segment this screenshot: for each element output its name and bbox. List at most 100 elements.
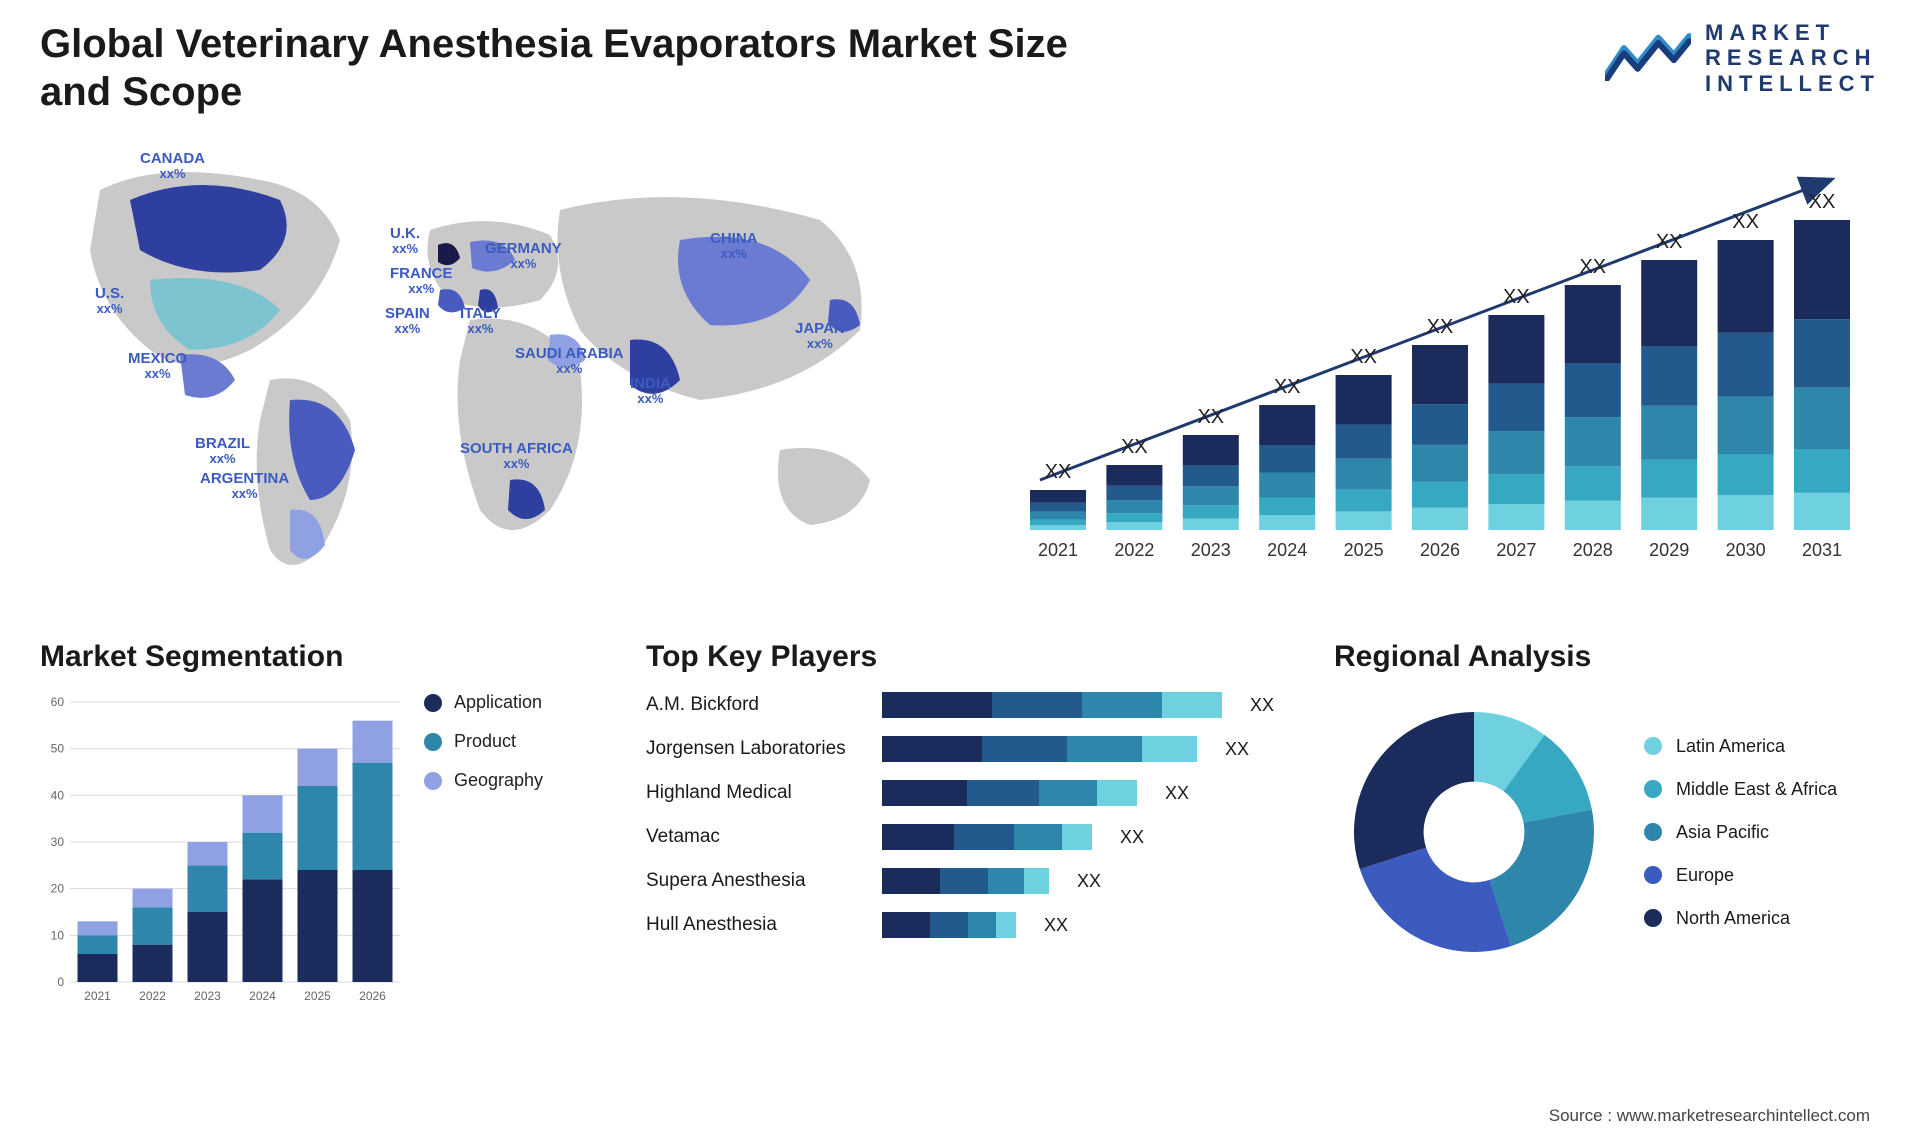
regional-legend-item: North America	[1644, 908, 1837, 929]
player-value: XX	[1077, 871, 1101, 892]
player-name: Supera Anesthesia	[646, 870, 866, 892]
svg-text:2029: 2029	[1649, 540, 1689, 560]
svg-text:2031: 2031	[1802, 540, 1842, 560]
svg-text:2021: 2021	[84, 989, 111, 1003]
player-row: Supera Anesthesia XX	[646, 868, 1274, 894]
player-bar	[882, 736, 1197, 762]
page-title: Global Veterinary Anesthesia Evaporators…	[40, 20, 1140, 116]
svg-text:2026: 2026	[1420, 540, 1460, 560]
regional-legend-item: Latin America	[1644, 736, 1837, 757]
segmentation-title: Market Segmentation	[40, 640, 586, 674]
seg-legend-geography: Geography	[424, 770, 543, 791]
regional-legend-item: Asia Pacific	[1644, 822, 1837, 843]
svg-text:XX: XX	[1197, 406, 1224, 428]
growth-chart-svg: XX2021XX2022XX2023XX2024XX2025XX2026XX20…	[1000, 150, 1870, 590]
player-row: Highland Medical XX	[646, 780, 1274, 806]
svg-text:2024: 2024	[1267, 540, 1307, 560]
seg-legend-product: Product	[424, 731, 543, 752]
player-row: A.M. BickfordXX	[646, 692, 1274, 718]
svg-text:XX: XX	[1427, 316, 1454, 338]
svg-text:XX: XX	[1045, 461, 1072, 483]
svg-text:10: 10	[51, 928, 65, 942]
svg-text:2026: 2026	[359, 989, 386, 1003]
player-value: XX	[1120, 827, 1144, 848]
players-panel: Top Key Players A.M. BickfordXXJorgensen…	[646, 640, 1274, 1012]
svg-text:2022: 2022	[139, 989, 166, 1003]
player-name: Hull Anesthesia	[646, 914, 866, 936]
map-label-spain: SPAINxx%	[385, 305, 430, 337]
svg-text:2027: 2027	[1496, 540, 1536, 560]
player-bar	[882, 868, 1049, 894]
svg-text:20: 20	[51, 882, 65, 896]
growth-chart: XX2021XX2022XX2023XX2024XX2025XX2026XX20…	[1000, 150, 1870, 590]
player-name: Vetamac	[646, 826, 866, 848]
player-bar	[882, 780, 1137, 806]
map-label-germany: GERMANYxx%	[485, 240, 562, 272]
map-label-argentina: ARGENTINAxx%	[200, 470, 289, 502]
svg-text:2025: 2025	[304, 989, 331, 1003]
header: Global Veterinary Anesthesia Evaporators…	[40, 20, 1880, 116]
svg-text:XX: XX	[1274, 376, 1301, 398]
segmentation-legend: Application Product Geography	[424, 692, 543, 791]
player-name: Jorgensen Laboratories	[646, 738, 866, 760]
svg-text:2025: 2025	[1344, 540, 1384, 560]
svg-text:2022: 2022	[1114, 540, 1154, 560]
svg-text:30: 30	[51, 835, 65, 849]
regional-title: Regional Analysis	[1334, 640, 1880, 674]
svg-text:2030: 2030	[1726, 540, 1766, 560]
player-name: A.M. Bickford	[646, 694, 866, 716]
player-bar	[882, 912, 1016, 938]
map-label-u-s-: U.S.xx%	[95, 285, 124, 317]
player-bar	[882, 692, 1222, 718]
regional-legend-item: Europe	[1644, 865, 1837, 886]
svg-text:XX: XX	[1579, 256, 1606, 278]
segmentation-chart: 0 10 20 30 40 50 60 2021 2022 2023 2024 2025 2026	[40, 692, 400, 1012]
svg-text:XX: XX	[1503, 286, 1530, 308]
world-map: CANADAxx% U.S.xx% MEXICOxx% BRAZILxx%ARGENT…	[40, 150, 920, 590]
svg-text:XX: XX	[1809, 191, 1836, 213]
map-label-mexico: MEXICOxx%	[128, 350, 187, 382]
source-text: Source : www.marketresearchintellect.com	[1549, 1106, 1870, 1126]
svg-text:XX: XX	[1656, 231, 1683, 253]
svg-text:XX: XX	[1350, 346, 1377, 368]
map-label-canada: CANADAxx%	[140, 150, 205, 182]
logo-icon	[1605, 29, 1691, 86]
map-label-u-k-: U.K.xx%	[390, 225, 420, 257]
players-title: Top Key Players	[646, 640, 1274, 674]
player-row: Jorgensen Laboratories XX	[646, 736, 1274, 762]
svg-text:0: 0	[57, 975, 64, 989]
player-value: XX	[1165, 783, 1189, 804]
map-label-france: FRANCExx%	[390, 265, 453, 297]
map-label-south-africa: SOUTH AFRICAxx%	[460, 440, 573, 472]
regional-donut	[1334, 692, 1614, 972]
player-bar	[882, 824, 1092, 850]
svg-text:60: 60	[51, 695, 65, 709]
bottom-row: Market Segmentation 0 10 20 30 40 50 60 2021 202…	[40, 640, 1880, 1012]
logo: MARKET RESEARCH INTELLECT	[1605, 20, 1880, 96]
player-row: Vetamac XX	[646, 824, 1274, 850]
svg-text:50: 50	[51, 742, 65, 756]
segmentation-panel: Market Segmentation 0 10 20 30 40 50 60 2021 202…	[40, 640, 586, 1012]
svg-text:2028: 2028	[1573, 540, 1613, 560]
seg-legend-application: Application	[424, 692, 543, 713]
regional-legend-item: Middle East & Africa	[1644, 779, 1837, 800]
players-list: A.M. BickfordXXJorgensen LaboratoriesXXH…	[646, 692, 1274, 938]
logo-line3: INTELLECT	[1705, 71, 1880, 96]
map-label-china: CHINAxx%	[710, 230, 758, 262]
regional-legend: Latin America Middle East & Africa Asia Pa…	[1644, 736, 1837, 929]
logo-line2: RESEARCH	[1705, 45, 1880, 70]
map-label-india: INDIAxx%	[630, 375, 671, 407]
logo-line1: MARKET	[1705, 20, 1880, 45]
svg-text:XX: XX	[1732, 211, 1759, 233]
svg-text:2024: 2024	[249, 989, 276, 1003]
map-label-saudi-arabia: SAUDI ARABIAxx%	[515, 345, 624, 377]
svg-text:2023: 2023	[194, 989, 221, 1003]
player-row: Hull AnesthesiaXX	[646, 912, 1274, 938]
player-name: Highland Medical	[646, 782, 866, 804]
logo-text: MARKET RESEARCH INTELLECT	[1705, 20, 1880, 96]
svg-text:40: 40	[51, 788, 65, 802]
map-label-brazil: BRAZILxx%	[195, 435, 250, 467]
svg-text:XX: XX	[1121, 436, 1148, 458]
map-label-italy: ITALYxx%	[460, 305, 501, 337]
player-value: XX	[1225, 739, 1249, 760]
